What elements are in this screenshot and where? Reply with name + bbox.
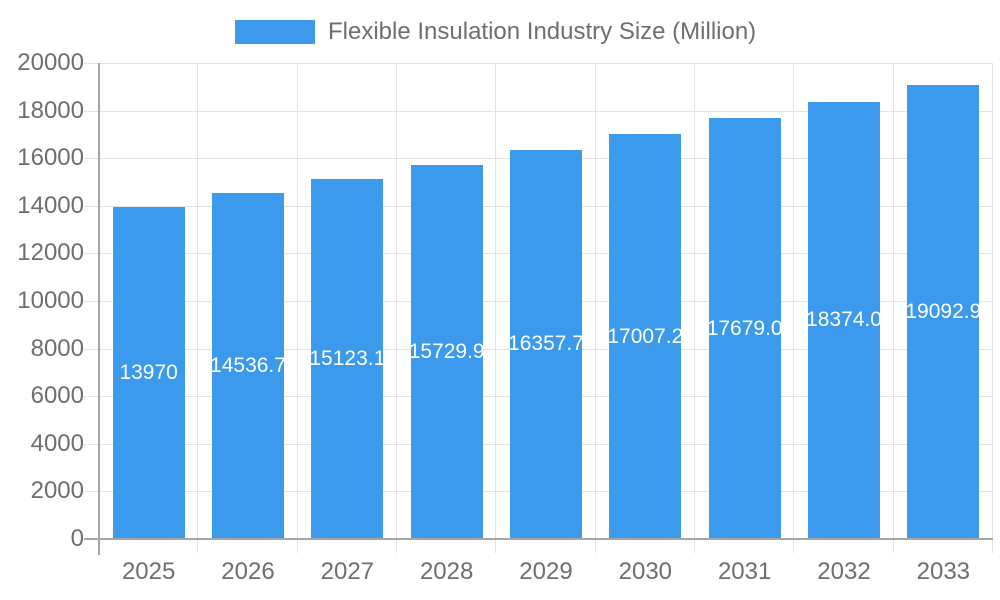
- legend-swatch: [235, 20, 315, 44]
- x-gridline: [495, 63, 497, 553]
- y-axis-tick-label: 0: [70, 525, 84, 552]
- x-gridline: [694, 63, 695, 553]
- bar-value-label-2026: 14536.7: [210, 354, 286, 377]
- y-axis-tick-label: 16000: [17, 144, 84, 172]
- bar-value-label-2029: 16357.7: [508, 332, 584, 356]
- x-gridline: [594, 63, 596, 553]
- x-axis-label-2029: 2029: [519, 558, 573, 585]
- y-axis-tick-label: 14000: [17, 191, 84, 219]
- x-gridline: [793, 63, 795, 553]
- x-axis-label-2030: 2030: [618, 558, 673, 585]
- bar-value-label-2033: 19092.9: [905, 299, 982, 323]
- bar-2030: [609, 134, 682, 539]
- x-axis-line: [84, 538, 993, 540]
- bar-value-label-2030: 17007.2: [607, 324, 684, 348]
- bar-value-label-2025: 13970: [119, 360, 178, 384]
- y-axis-tick-label: 8000: [30, 334, 84, 362]
- bar-2026: [212, 193, 284, 539]
- y-axis-tick-label: 20000: [17, 49, 84, 76]
- bar-value-label-2028: 15729.9: [408, 339, 485, 363]
- x-axis-label-2033: 2033: [916, 558, 971, 585]
- x-axis-label-2031: 2031: [717, 558, 772, 585]
- bar-2027: [311, 179, 384, 539]
- bar-2028: [410, 164, 483, 539]
- bar-value-label-2031: 17679.0: [706, 316, 783, 340]
- y-axis-tick-label: 10000: [17, 287, 84, 314]
- bar-2033: [907, 84, 980, 539]
- x-axis-label-2026: 2026: [221, 558, 275, 585]
- x-gridline: [396, 63, 397, 553]
- bar-2031: [708, 118, 781, 539]
- bar-value-label-2032: 18374.0: [806, 308, 882, 332]
- y-axis-tick-label: 2000: [30, 477, 84, 505]
- y-axis-line: [98, 63, 100, 555]
- x-gridline: [197, 63, 199, 553]
- bar-2029: [510, 149, 582, 539]
- bar-value-label-2027: 15123.1: [309, 347, 386, 371]
- plot-area: 13970 14536.7 15123.1 15729.9 16357.7 17007.2…: [84, 63, 993, 553]
- y-gridline: [84, 110, 993, 112]
- x-gridline: [296, 63, 298, 553]
- x-axis-label-2032: 2032: [817, 558, 871, 585]
- x-axis-label-2028: 2028: [419, 558, 474, 585]
- x-axis-label-2027: 2027: [320, 558, 375, 585]
- y-axis-tick-label: 18000: [17, 96, 84, 124]
- y-axis-tick-label: 6000: [30, 382, 84, 410]
- y-gridline: [84, 63, 993, 64]
- y-axis-tick-label: 12000: [17, 239, 84, 267]
- x-axis-label-2025: 2025: [121, 558, 176, 585]
- legend-label: Flexible Insulation Industry Size (Milli…: [328, 18, 757, 45]
- bar-2025: [112, 206, 185, 539]
- y-axis-tick-label: 4000: [30, 429, 84, 457]
- bar-2032: [808, 101, 880, 539]
- x-gridline: [892, 63, 894, 553]
- x-gridline: [992, 63, 993, 553]
